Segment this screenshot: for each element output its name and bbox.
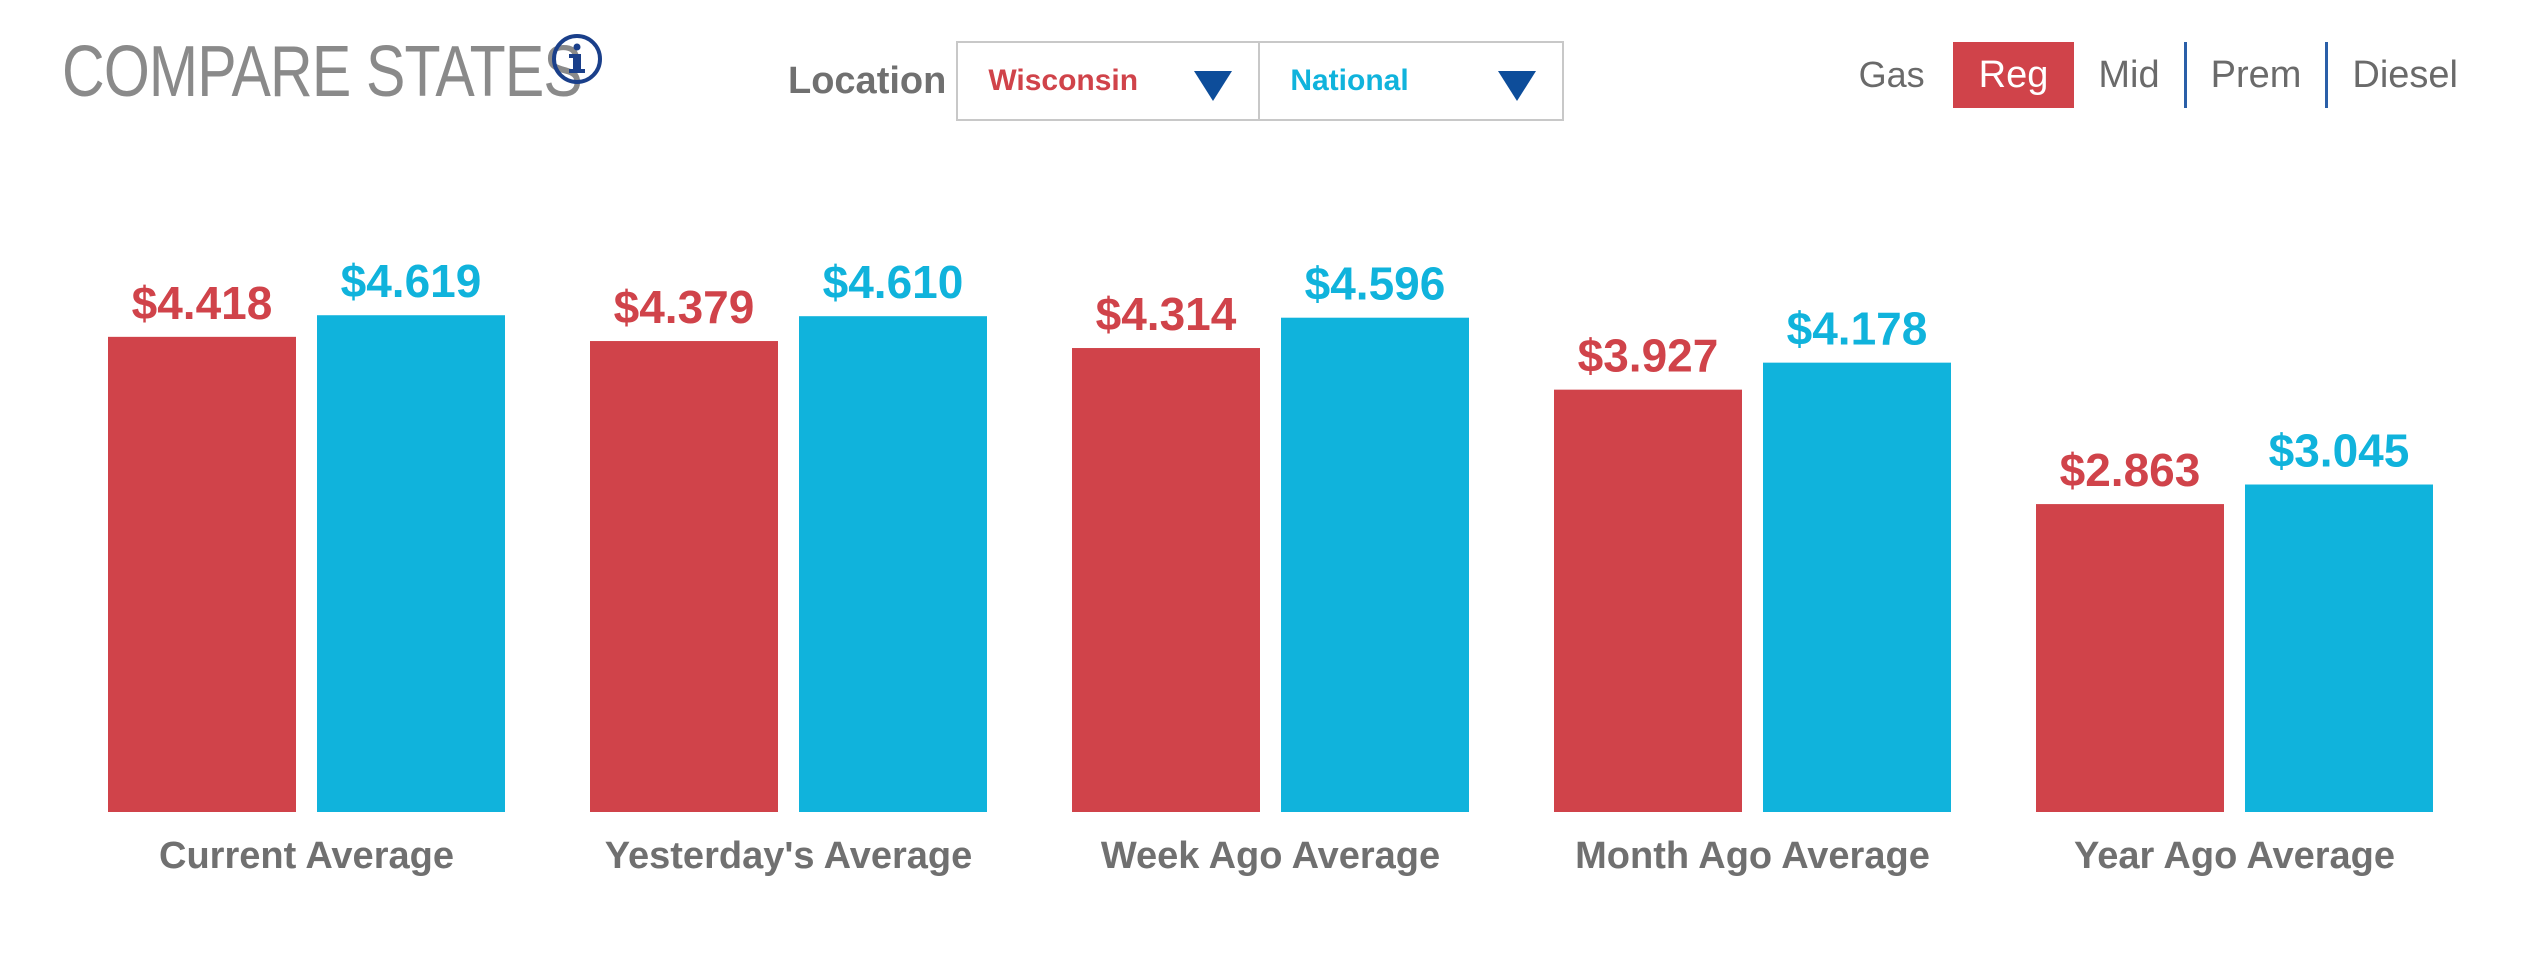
fuel-option-prem[interactable]: Prem [2183, 42, 2326, 108]
bar-national-4[interactable] [2245, 484, 2433, 812]
bar-national-3[interactable] [1763, 362, 1951, 812]
value-label-state-0: $4.418 [132, 277, 273, 329]
fuel-type-label: Gas [1858, 54, 1925, 95]
category-label-4: Year Ago Average [2074, 835, 2395, 877]
category-label-0: Current Average [159, 835, 454, 877]
category-label-2: Week Ago Average [1101, 835, 1440, 877]
value-label-national-3: $4.178 [1787, 303, 1928, 355]
value-label-national-1: $4.610 [823, 256, 964, 308]
category-label-3: Month Ago Average [1575, 835, 1930, 877]
info-circle-icon[interactable] [550, 32, 604, 86]
state-select-value: Wisconsin [988, 64, 1139, 97]
bar-state-1[interactable] [590, 341, 778, 812]
fuel-type-toggle: Gas Reg Mid Prem Diesel [1859, 40, 2482, 110]
bar-state-4[interactable] [2036, 504, 2224, 812]
category-label-1: Yesterday's Average [605, 835, 972, 877]
fuel-option-mid[interactable]: Mid [2098, 54, 2160, 96]
value-label-state-1: $4.379 [614, 281, 755, 333]
compare-select[interactable]: National [1260, 41, 1565, 121]
bar-national-2[interactable] [1281, 317, 1469, 812]
location-label: Location [788, 60, 947, 102]
fuel-option-diesel[interactable]: Diesel [2325, 42, 2482, 108]
value-label-state-3: $3.927 [1578, 330, 1719, 382]
page-title-area: COMPARE STATES [62, 22, 696, 122]
page-title: COMPARE STATES [62, 32, 583, 112]
bar-state-0[interactable] [108, 336, 296, 812]
bar-state-2[interactable] [1072, 348, 1260, 812]
value-label-national-0: $4.619 [341, 255, 482, 307]
triangle-down-icon[interactable] [1194, 71, 1233, 101]
compare-select-value: National [1290, 64, 1409, 97]
fuel-option-reg[interactable]: Reg [1952, 42, 2075, 108]
bar-state-3[interactable] [1554, 389, 1742, 812]
state-select[interactable]: Wisconsin [956, 41, 1261, 121]
location-selector: Location Wisconsin National [788, 40, 1565, 122]
triangle-down-icon[interactable] [1498, 71, 1537, 101]
value-label-national-4: $3.045 [2269, 425, 2410, 477]
value-label-state-2: $4.314 [1096, 288, 1237, 340]
value-label-state-4: $2.863 [2060, 444, 2201, 496]
value-label-national-2: $4.596 [1305, 258, 1446, 310]
bar-national-1[interactable] [799, 316, 987, 812]
bar-national-0[interactable] [317, 315, 505, 812]
